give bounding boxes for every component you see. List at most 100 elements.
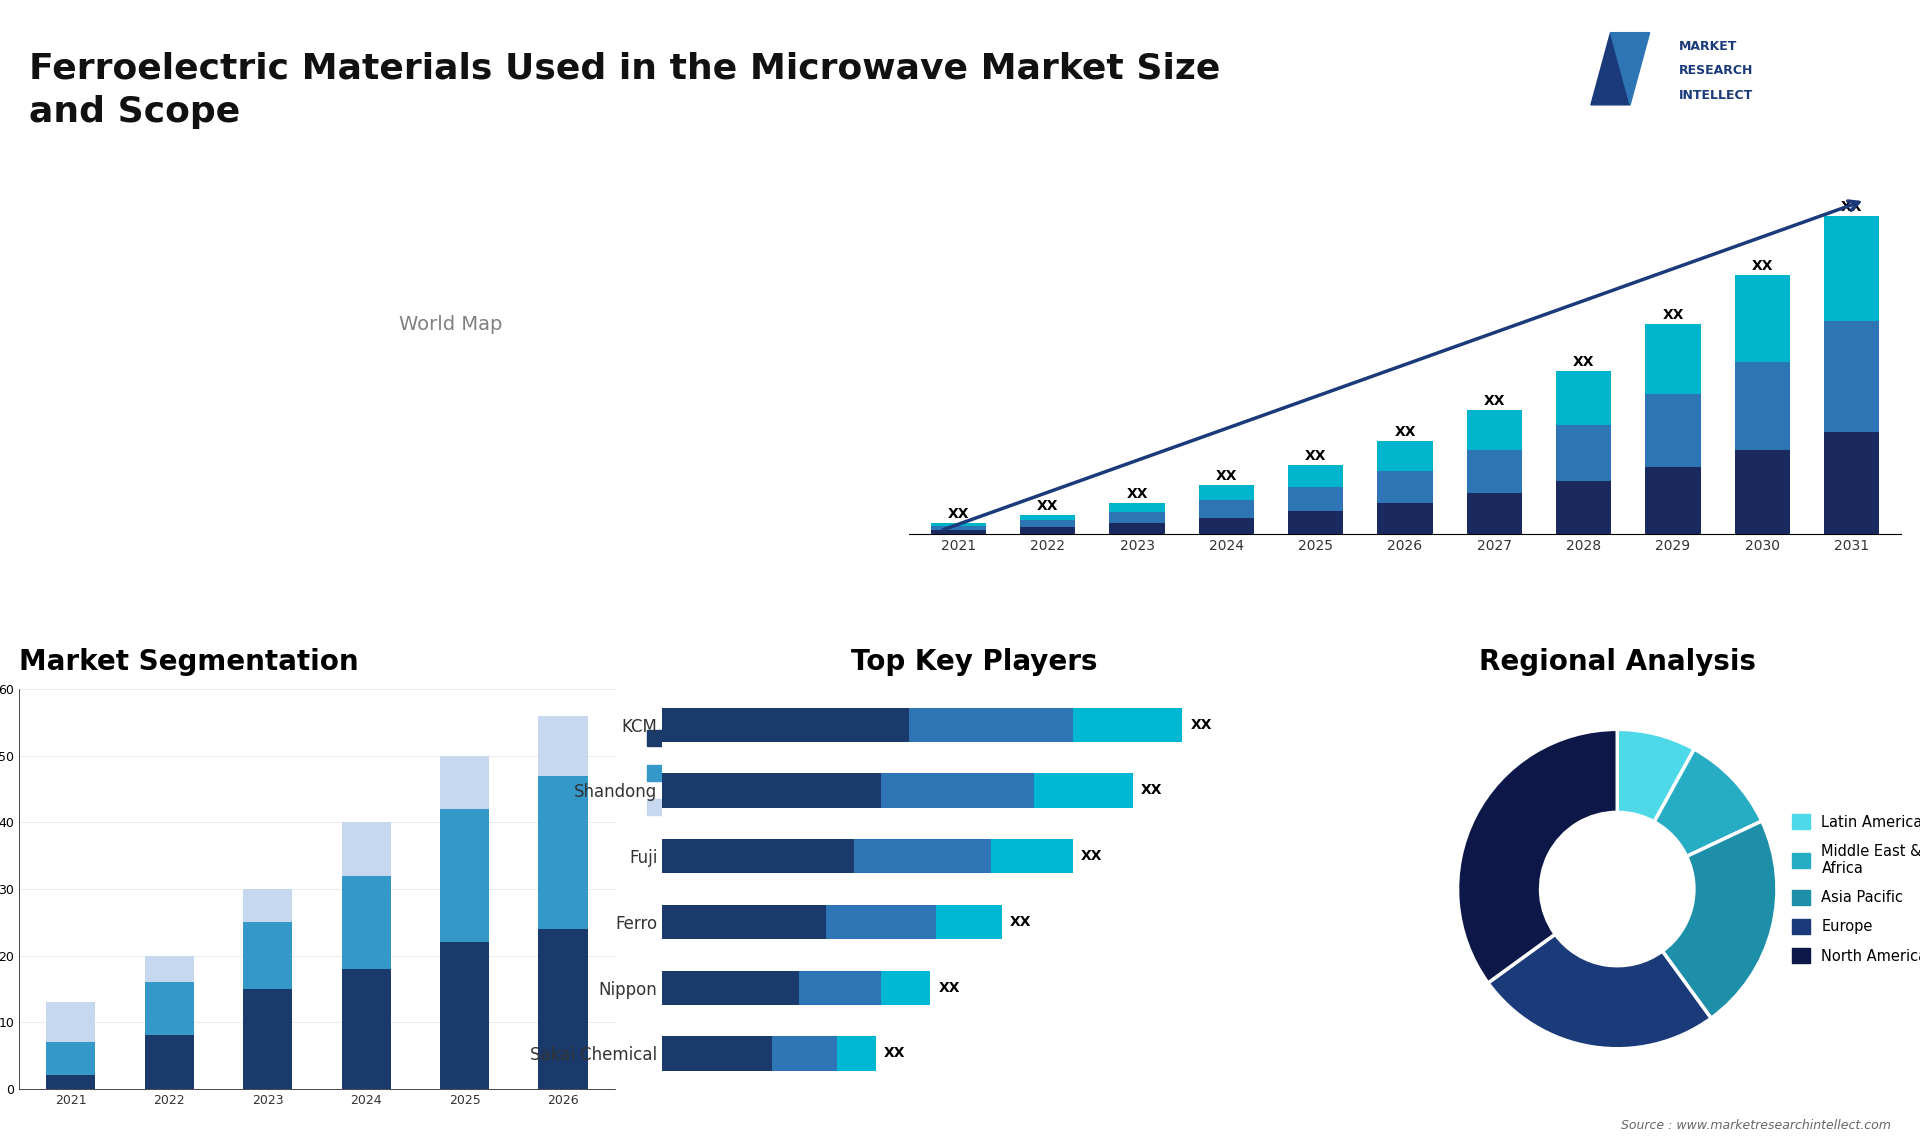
Bar — [1288, 465, 1344, 487]
Bar — [1824, 217, 1880, 321]
Bar — [538, 776, 588, 929]
Bar — [935, 905, 1002, 939]
Bar — [1824, 432, 1880, 534]
Bar — [342, 968, 392, 1089]
Bar — [1110, 503, 1165, 512]
Bar — [144, 982, 194, 1036]
Legend: Type, Application, Geography: Type, Application, Geography — [647, 730, 772, 817]
Text: World Map: World Map — [399, 315, 501, 333]
Bar — [1377, 471, 1432, 503]
Bar — [46, 1075, 96, 1089]
Bar — [662, 971, 799, 1005]
Text: Market Segmentation: Market Segmentation — [19, 647, 359, 676]
Bar — [1467, 410, 1523, 450]
Bar — [342, 823, 392, 876]
Wedge shape — [1663, 821, 1778, 1019]
Bar — [1035, 774, 1133, 808]
Wedge shape — [1457, 729, 1617, 983]
Text: XX: XX — [1751, 259, 1772, 273]
Wedge shape — [1617, 729, 1693, 822]
Bar — [46, 1042, 96, 1075]
Bar — [662, 1036, 772, 1070]
Polygon shape — [1611, 33, 1649, 104]
Bar — [1734, 450, 1789, 534]
Text: XX: XX — [948, 507, 970, 521]
Bar — [931, 523, 987, 526]
Bar — [1288, 487, 1344, 511]
Text: RESEARCH: RESEARCH — [1678, 64, 1753, 77]
Bar — [799, 971, 881, 1005]
Text: XX: XX — [1190, 717, 1212, 731]
Bar — [1734, 362, 1789, 450]
Bar — [1020, 527, 1075, 534]
Text: XX: XX — [1215, 469, 1236, 484]
Text: XX: XX — [1127, 487, 1148, 501]
Bar — [1198, 518, 1254, 534]
Text: XX: XX — [1081, 849, 1102, 863]
Bar — [144, 956, 194, 982]
Bar — [1288, 511, 1344, 534]
Text: Ferroelectric Materials Used in the Microwave Market Size
and Scope: Ferroelectric Materials Used in the Micr… — [29, 52, 1221, 129]
Bar — [538, 716, 588, 776]
Text: XX: XX — [1394, 425, 1415, 439]
Text: XX: XX — [1663, 308, 1684, 322]
Text: XX: XX — [1010, 915, 1031, 929]
Bar — [772, 1036, 837, 1070]
Bar — [826, 905, 935, 939]
Text: XX: XX — [939, 981, 960, 995]
Bar — [1110, 512, 1165, 523]
Bar — [1377, 441, 1432, 471]
Bar — [662, 839, 854, 873]
Bar — [1073, 707, 1183, 741]
Bar — [1020, 515, 1075, 520]
Bar — [1467, 450, 1523, 494]
Bar — [1555, 371, 1611, 425]
Bar — [1198, 486, 1254, 500]
Bar — [1645, 466, 1701, 534]
Bar — [244, 923, 292, 989]
Bar — [1824, 321, 1880, 432]
Bar — [440, 809, 490, 942]
Bar — [440, 756, 490, 809]
Bar — [854, 839, 991, 873]
Bar — [881, 774, 1035, 808]
Bar — [991, 839, 1073, 873]
Text: XX: XX — [1306, 449, 1327, 463]
Bar — [1734, 275, 1789, 362]
Bar — [1377, 503, 1432, 534]
Bar — [662, 774, 881, 808]
Title: Top Key Players: Top Key Players — [851, 647, 1098, 676]
Bar — [244, 989, 292, 1089]
Polygon shape — [1592, 33, 1630, 104]
Bar — [931, 529, 987, 534]
Text: Source : www.marketresearchintellect.com: Source : www.marketresearchintellect.com — [1620, 1120, 1891, 1132]
Bar — [1198, 500, 1254, 518]
Bar — [1555, 481, 1611, 534]
Bar — [662, 905, 826, 939]
Text: XX: XX — [1037, 499, 1058, 513]
Text: XX: XX — [1140, 784, 1164, 798]
Bar — [908, 707, 1073, 741]
Bar — [1645, 394, 1701, 466]
Text: XX: XX — [1484, 394, 1505, 408]
Bar — [1555, 425, 1611, 481]
Bar — [342, 876, 392, 968]
Text: XX: XX — [1841, 201, 1862, 214]
Text: XX: XX — [1572, 355, 1594, 369]
Text: XX: XX — [883, 1046, 906, 1060]
Bar — [1020, 520, 1075, 527]
Legend: Latin America, Middle East &
Africa, Asia Pacific, Europe, North America: Latin America, Middle East & Africa, Asi… — [1791, 815, 1920, 964]
Bar — [1645, 324, 1701, 394]
Bar — [881, 971, 931, 1005]
Bar — [1110, 523, 1165, 534]
Text: INTELLECT: INTELLECT — [1678, 89, 1753, 102]
Bar — [440, 942, 490, 1089]
Wedge shape — [1655, 749, 1763, 856]
Wedge shape — [1488, 934, 1711, 1049]
Title: Regional Analysis: Regional Analysis — [1478, 647, 1755, 676]
Bar — [46, 1003, 96, 1042]
Text: MARKET: MARKET — [1678, 40, 1738, 53]
Bar — [538, 929, 588, 1089]
Bar — [144, 1036, 194, 1089]
Bar — [662, 707, 908, 741]
